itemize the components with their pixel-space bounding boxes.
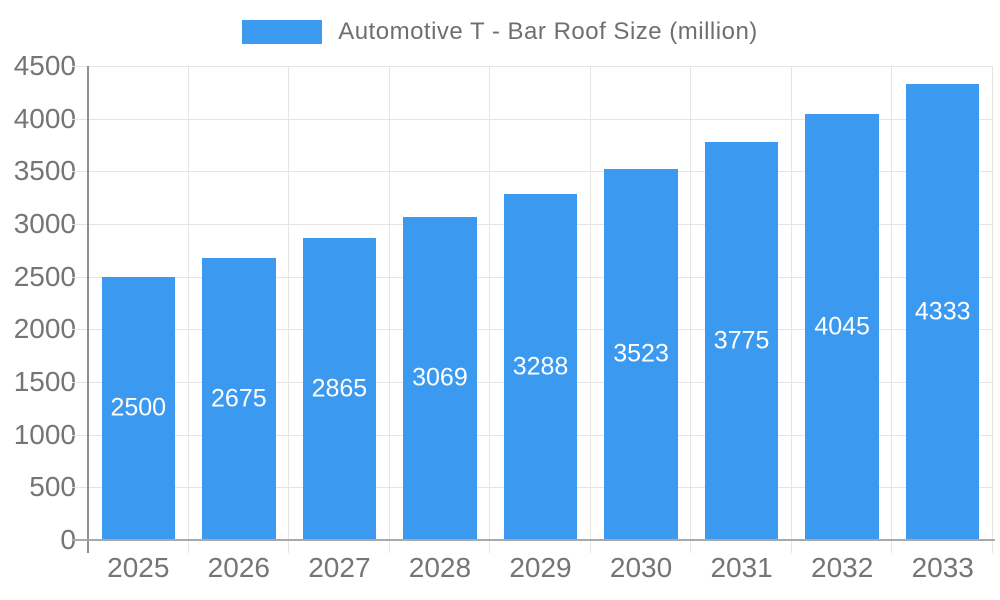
bar-2033 [906,83,980,540]
y-axis-tick-label: 0 [60,524,76,555]
x-axis-tick-label: 2033 [911,552,974,583]
y-axis-tick-label: 1500 [13,366,76,397]
bar-2025 [101,276,175,540]
bar-value-label: 3288 [512,352,569,381]
bar-2027 [302,238,377,540]
plot-area: 2500 2675 2865 3069 3288 3523 3775 4045 4333 [72,66,993,553]
y-axis-tick-label: 4500 [13,50,76,81]
bar-value-label: 2675 [211,384,267,413]
bar-2028 [403,216,477,540]
x-axis-tick-label: 2032 [811,552,874,583]
bar-value-label: 4045 [814,312,870,341]
gridline-vertical [187,66,189,553]
y-axis-tick-label: 2000 [13,313,76,345]
bar-value-label: 2865 [311,374,368,403]
y-axis-tick-label: 4000 [13,102,76,134]
gridline-vertical [690,66,692,553]
gridline-horizontal [72,118,993,120]
bar-value-label: 3775 [713,326,770,355]
y-axis-line [87,66,89,553]
bar-2032 [805,113,879,540]
bar-value-label: 2500 [110,393,167,422]
x-axis-tick-label: 2028 [408,552,472,583]
y-axis-tick-label: 3500 [13,155,76,187]
y-axis-tick-labels: 0 500 1000 1500 2000 2500 3000 3500 4000 4500 [0,50,76,555]
gridline-vertical [288,66,290,553]
bar-2029 [503,193,578,540]
y-axis-tick-label: 3000 [13,208,76,239]
legend-swatch [242,20,323,44]
x-axis-tick-label: 2029 [509,552,572,583]
y-axis-tick-label: 500 [29,471,76,503]
x-axis-tick-label: 2025 [107,552,170,583]
bar-2031 [704,142,779,540]
bar-value-label: 3523 [613,339,669,368]
gridline-vertical [589,66,591,553]
x-axis-tick-label: 2030 [609,552,673,583]
x-axis-tick-label: 2026 [207,552,270,583]
y-axis-tick-label: 1000 [13,418,76,450]
gridline-horizontal [72,66,993,67]
chart-legend: Automotive T - Bar Roof Size (million) [0,12,1000,52]
gridline-vertical [790,66,792,553]
gridline-horizontal [72,171,993,173]
gridline-vertical [489,66,491,553]
x-axis-tick-label: 2031 [710,552,773,583]
bar-value-label: 3069 [412,363,468,392]
gridline-vertical [891,66,893,553]
bar-2030 [604,168,678,540]
y-axis-tick-label: 2500 [13,260,76,292]
x-axis-tick-labels: 2025 2026 2027 2028 2029 2030 2031 2032 2033 [88,552,993,592]
legend-label: Automotive T - Bar Roof Size (million) [338,18,758,45]
gridline-vertical [388,66,390,553]
bar-value-label: 4333 [914,297,971,326]
x-axis-tick-label: 2027 [308,552,371,583]
bar-2026 [202,258,276,540]
gridline-vertical [992,66,993,553]
x-axis-line [72,539,995,541]
